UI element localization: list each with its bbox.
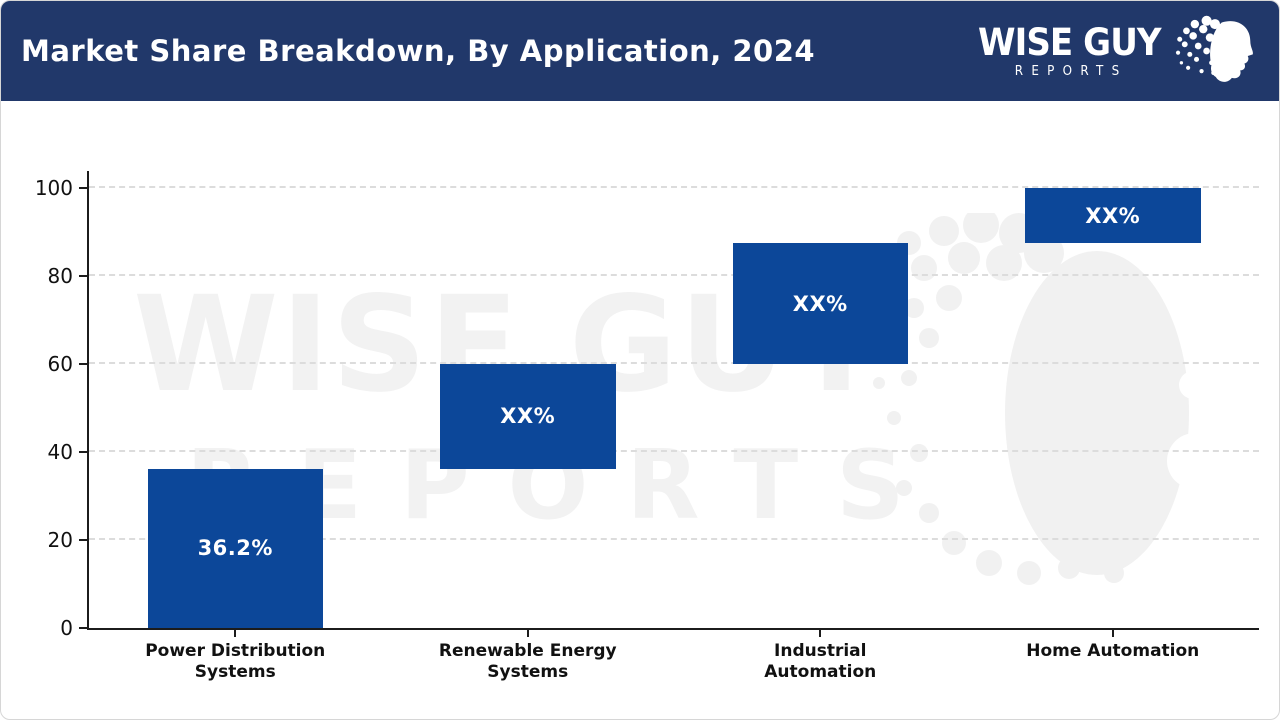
- y-tick-mark: [79, 451, 87, 453]
- y-tick-mark: [79, 275, 87, 277]
- y-tick-label: 0: [60, 616, 73, 640]
- y-tick-mark: [79, 539, 87, 541]
- gridline: [89, 450, 1259, 452]
- y-tick-mark: [79, 627, 87, 629]
- wiseguy-logo-line2: REPORTS: [1015, 63, 1128, 79]
- header-bar: Market Share Breakdown, By Application, …: [1, 1, 1279, 101]
- gridline: [89, 274, 1259, 276]
- y-tick-label: 80: [47, 264, 73, 288]
- bar-segment: XX%: [1025, 188, 1201, 243]
- wiseguy-logo-line1: WISE GUY: [978, 20, 1162, 64]
- bar-value-label: XX%: [792, 291, 848, 316]
- wiseguy-logo-text: WISE GUY REPORTS: [978, 20, 1162, 79]
- x-category-label: Renewable Energy Systems: [438, 641, 617, 683]
- y-tick-label: 20: [47, 528, 73, 552]
- bar-segment: XX%: [732, 243, 908, 364]
- x-tick-mark: [1111, 630, 1114, 637]
- x-tick-mark: [526, 630, 529, 637]
- y-tick-mark: [79, 187, 87, 189]
- x-category-label: Power Distribution Systems: [145, 641, 326, 683]
- plot-area: 0 20 40 60 80 100 36.2% XX% XX% XX% Power Distribu…: [35, 171, 1259, 682]
- bar-value-label: 36.2%: [197, 536, 273, 561]
- x-category-label: Industrial Automation: [764, 641, 877, 683]
- y-axis-line: [87, 171, 89, 630]
- bar-value-label: XX%: [1085, 203, 1141, 228]
- bar-value-label: XX%: [500, 404, 556, 429]
- y-tick-label: 60: [47, 352, 73, 376]
- x-category-label: Home Automation: [1026, 641, 1200, 661]
- y-tick-mark: [79, 363, 87, 365]
- y-tick-label: 100: [34, 176, 73, 200]
- bar-segment: 36.2%: [147, 468, 323, 628]
- bar-segment: XX%: [440, 364, 616, 469]
- x-tick-mark: [819, 630, 822, 637]
- wiseguy-head-icon: [1175, 15, 1253, 82]
- wiseguy-logo: WISE GUY REPORTS: [970, 13, 1257, 89]
- gridline: [89, 538, 1259, 540]
- gridline: [89, 362, 1259, 364]
- page-title: Market Share Breakdown, By Application, …: [21, 34, 816, 68]
- y-tick-label: 40: [47, 440, 73, 464]
- x-tick-mark: [234, 630, 237, 637]
- x-axis-line: [87, 628, 1259, 630]
- gridline: [89, 186, 1259, 188]
